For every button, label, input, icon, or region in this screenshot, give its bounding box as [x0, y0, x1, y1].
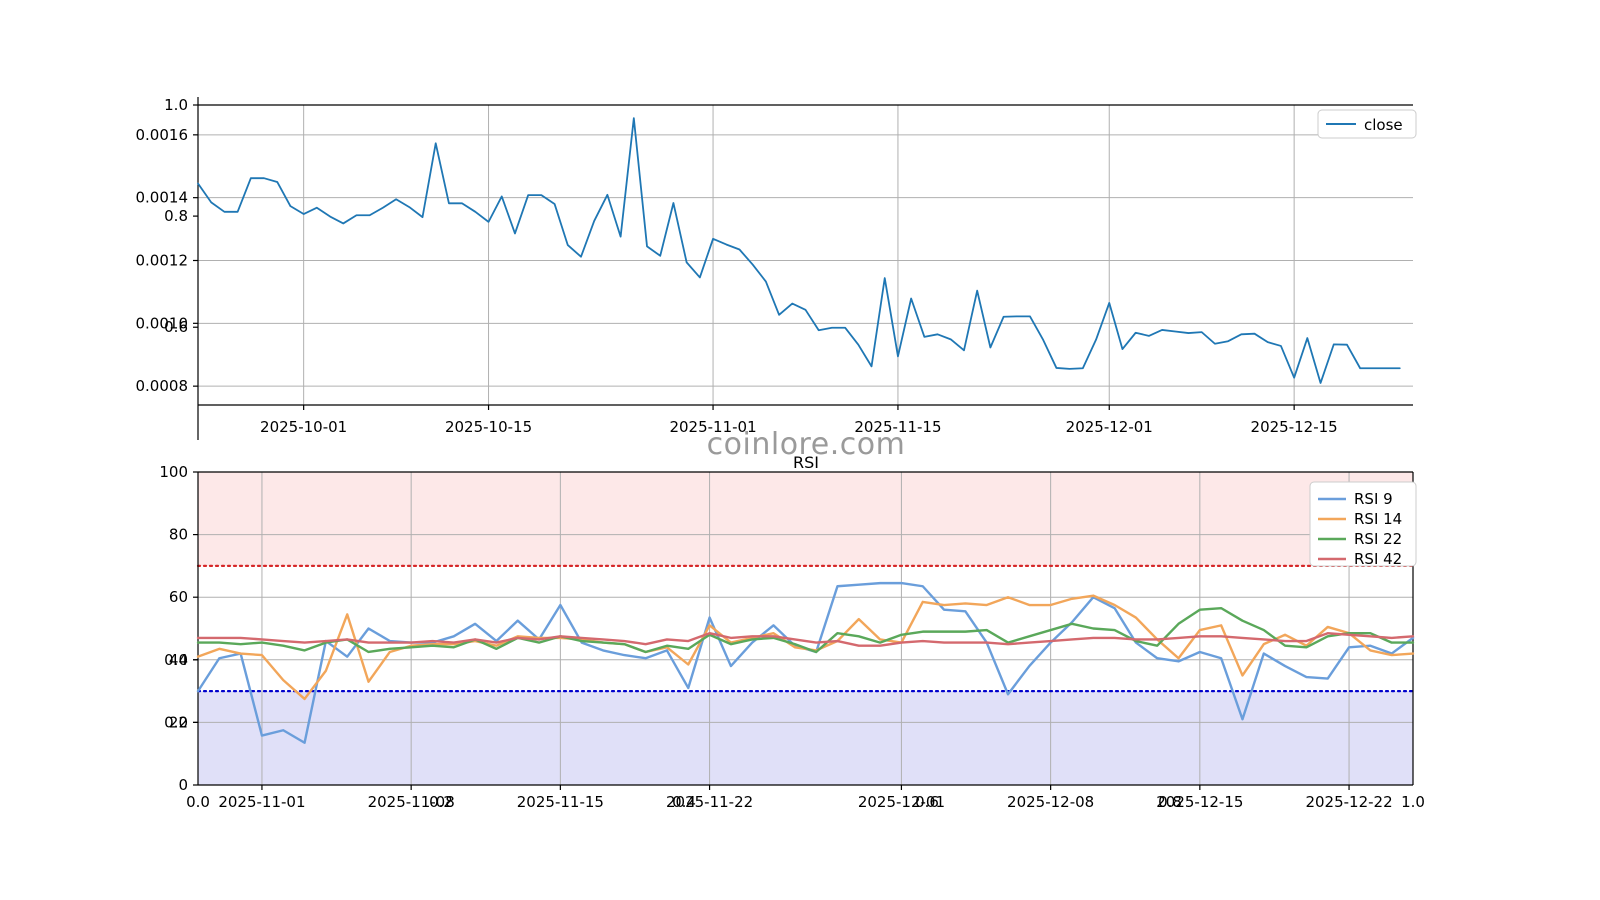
- rsi-xtick-label: 2025-11-15: [517, 793, 604, 811]
- rsi-legend-label-0: RSI 9: [1354, 490, 1393, 508]
- rsi-legend-label-3: RSI 42: [1354, 550, 1402, 568]
- rsi-ytick-label: 20: [169, 713, 188, 731]
- rsi-series-rsi-42: [196, 631, 1415, 647]
- price-ytick-label: 0.0016: [136, 126, 189, 144]
- price-ytick-label: 0.0012: [136, 251, 189, 269]
- rsi-xtick-label-secondary: 1.0: [1401, 793, 1425, 811]
- rsi-ytick-label-secondary: 0.2: [164, 713, 188, 731]
- price-xtick-label: 2025-12-01: [1066, 418, 1153, 436]
- rsi-xtick-label-secondary: 0.6: [915, 793, 939, 811]
- price-ytick-label-secondary: 0.6: [164, 318, 188, 336]
- rsi-series-rsi-22: [196, 606, 1415, 654]
- rsi-ytick-label: 60: [169, 588, 188, 606]
- rsi-xtick-label-secondary: 0.0: [186, 793, 210, 811]
- rsi-legend-box: [1309, 481, 1417, 567]
- rsi-ytick-label: 80: [169, 526, 188, 544]
- rsi-ytick-label: 0: [178, 776, 188, 794]
- rsi-xtick-label-secondary: 0.8: [1158, 793, 1182, 811]
- price-xtick-label: 2025-11-01: [669, 418, 756, 436]
- rsi-xtick-label-secondary: 0.2: [429, 793, 453, 811]
- rsi-ytick-label: 40: [169, 651, 188, 669]
- rsi-xtick-label: 2025-12-08: [1007, 793, 1094, 811]
- price-ytick-label: 0.0014: [136, 189, 189, 207]
- rsi-overbought-band: [198, 472, 1413, 566]
- rsi-xtick-label-secondary: 0.4: [672, 793, 696, 811]
- rsi-oversold-band: [198, 691, 1413, 785]
- price-legend-label-close: close: [1364, 116, 1403, 134]
- price-xtick-label: 2025-11-15: [854, 418, 941, 436]
- rsi-legend-label-1: RSI 14: [1354, 510, 1402, 528]
- price-xtick-label: 2025-12-15: [1251, 418, 1338, 436]
- rsi-xtick-label: 2025-11-22: [666, 793, 753, 811]
- rsi-xtick-label: 2025-12-22: [1305, 793, 1392, 811]
- rsi-xtick-label: 2025-11-01: [218, 793, 305, 811]
- rsi-title: RSI: [793, 453, 819, 472]
- rsi-ytick-label-secondary: 0.4: [164, 651, 188, 669]
- rsi-xtick-label: 2025-11-08: [368, 793, 455, 811]
- rsi-ytick-label: 100: [159, 463, 188, 481]
- price-legend-box: [1317, 109, 1417, 139]
- rsi-legend-label-2: RSI 22: [1354, 530, 1402, 548]
- price-ytick-label-secondary: 0.8: [164, 207, 188, 225]
- rsi-xtick-label: 2025-12-15: [1156, 793, 1243, 811]
- price-ytick-label-secondary: 1.0: [164, 96, 188, 114]
- price-xtick-label: 2025-10-15: [445, 418, 532, 436]
- rsi-xtick-label: 2025-12-01: [858, 793, 945, 811]
- price-ytick-label: 0.0008: [136, 377, 189, 395]
- coinlore-watermark: coinlore.com: [707, 427, 906, 462]
- price-series-close: [197, 117, 1401, 384]
- price-ytick-label: 0.0010: [136, 314, 189, 332]
- price-xtick-label: 2025-10-01: [260, 418, 347, 436]
